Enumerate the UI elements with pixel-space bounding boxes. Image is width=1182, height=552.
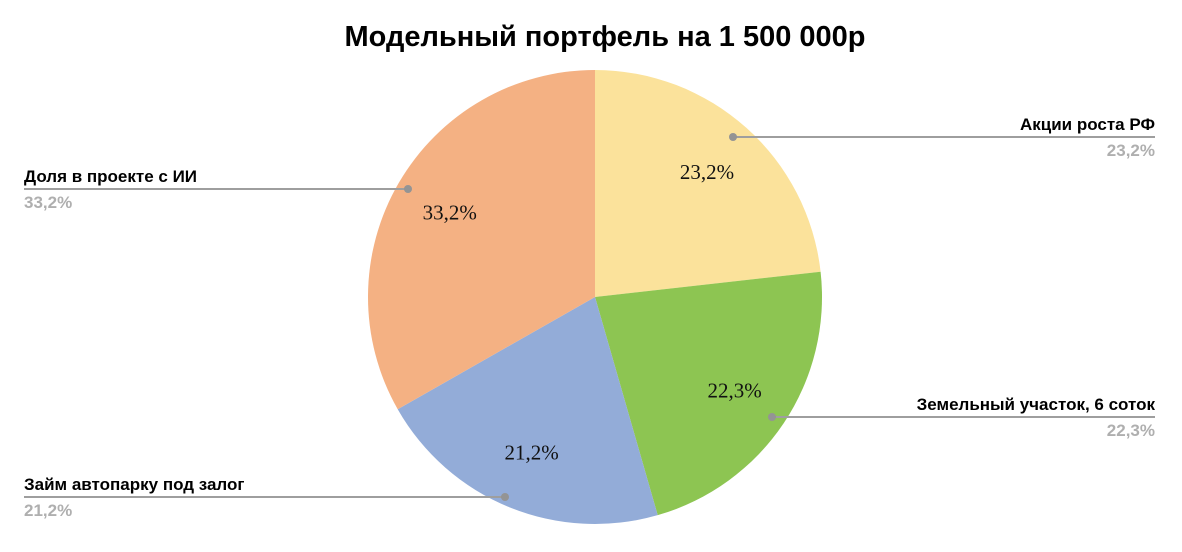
slice-percent-label-3: 33,2% <box>423 201 477 225</box>
pie-slice-3[interactable] <box>367 70 595 410</box>
callout-dot-icon <box>501 493 509 501</box>
slice-percent-akcii-rosta-rf: 23,2% <box>1106 141 1155 160</box>
slice-percent-label-2: 21,2% <box>504 441 558 465</box>
pie-slice-2[interactable] <box>397 297 658 525</box>
callout-line-dolya-v-proekte: Доля в проекте с ИИ 33,2% <box>24 167 412 212</box>
pie-slice-1[interactable] <box>595 271 823 516</box>
callout-line-zaym-avtoparku: Займ автопарку под залог 21,2% <box>24 475 509 520</box>
slice-label-zemelny-uchastok: Земельный участок, 6 соток <box>916 395 1155 414</box>
slice-percent-zaym-avtoparku: 21,2% <box>24 501 73 520</box>
slice-percent-dolya-v-proekte: 33,2% <box>24 193 73 212</box>
slice-label-dolya-v-proekte: Доля в проекте с ИИ <box>24 167 198 186</box>
chart-title: Модельный портфель на 1 500 000р <box>344 21 866 53</box>
callout-dot-icon <box>729 133 737 141</box>
slice-label-zaym-avtoparku: Займ автопарку под залог <box>24 475 245 494</box>
slice-percent-label-0: 23,2% <box>680 160 734 184</box>
callout-dot-icon <box>404 185 412 193</box>
slice-percent-zemelny-uchastok: 22,3% <box>1106 421 1155 440</box>
pie-slice-0[interactable] <box>595 70 821 297</box>
callout-dot-icon <box>768 413 776 421</box>
slice-percent-label-1: 22,3% <box>707 378 761 402</box>
callout-line-zemelny-uchastok: Земельный участок, 6 соток 22,3% <box>768 395 1155 440</box>
callout-line-akcii-rosta-rf: Акции роста РФ 23,2% <box>729 115 1155 160</box>
slice-label-akcii-rosta-rf: Акции роста РФ <box>1020 115 1155 134</box>
